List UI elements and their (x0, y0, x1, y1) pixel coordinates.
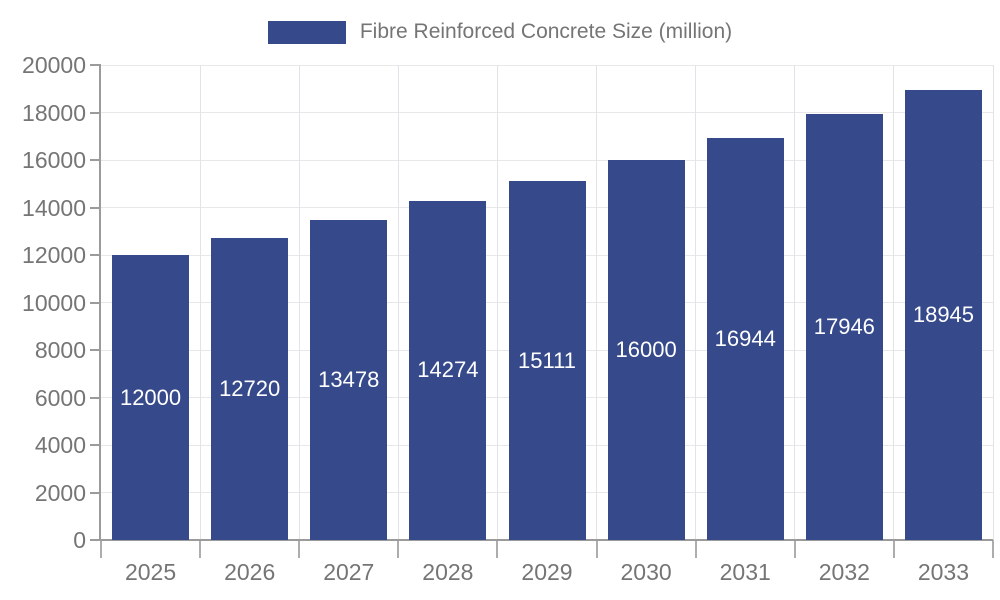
y-tick-label: 18000 (22, 99, 86, 126)
x-tick-label: 2032 (818, 559, 870, 585)
x-tick (298, 540, 301, 558)
y-tick-label: 0 (73, 527, 86, 553)
y-tick (90, 159, 101, 161)
y-tick-label: 14000 (22, 194, 86, 221)
y-tick (90, 491, 101, 494)
bar-value-label: 16944 (714, 325, 776, 351)
x-axis-line (99, 539, 993, 541)
x-tick (793, 540, 796, 558)
y-tick (90, 111, 101, 114)
y-tick (90, 254, 101, 256)
y-tick-label: 10000 (22, 289, 86, 316)
y-tick (90, 301, 101, 304)
bar-value-label: 13478 (318, 366, 380, 392)
y-tick-label: 8000 (34, 337, 86, 363)
y-tick (90, 396, 101, 399)
y-tick-label: 2000 (34, 479, 86, 506)
x-tick (100, 540, 102, 558)
x-tick (595, 540, 598, 558)
y-tick-label: 4000 (34, 432, 86, 458)
bar-value-label: 12720 (219, 375, 281, 401)
bar: 18945 (904, 90, 982, 540)
x-gridline (496, 65, 498, 540)
y-tick (90, 64, 101, 66)
x-tick-label: 2030 (620, 559, 672, 585)
bar: 16000 (607, 160, 685, 540)
x-tick (694, 540, 697, 558)
legend-item[interactable]: Fibre Reinforced Concrete Size (million) (0, 20, 1000, 44)
x-gridline (794, 65, 796, 540)
y-axis-line (99, 65, 101, 540)
x-tick-label: 2031 (719, 559, 771, 585)
y-tick (90, 206, 101, 209)
bar-value-label: 12000 (119, 384, 182, 410)
y-tick-label: 16000 (22, 147, 86, 173)
y-gridline (101, 112, 993, 113)
x-tick-label: 2029 (521, 559, 573, 585)
x-tick (397, 540, 400, 558)
x-gridline (298, 65, 300, 540)
x-gridline (596, 65, 598, 540)
y-gridline (101, 159, 993, 161)
bar-value-label: 16000 (615, 337, 677, 362)
legend-swatch (267, 20, 346, 44)
bar-value-label: 17946 (813, 313, 875, 339)
y-tick (90, 444, 101, 446)
bar-value-label: 15111 (518, 347, 576, 373)
y-tick-label: 6000 (34, 384, 86, 411)
x-tick (199, 540, 202, 558)
x-tick (892, 540, 895, 558)
bar-value-label: 14274 (417, 357, 479, 383)
bar: 15111 (508, 181, 586, 540)
bar: 12000 (112, 255, 190, 540)
legend-label: Fibre Reinforced Concrete Size (million) (359, 20, 733, 43)
x-gridline (199, 65, 201, 540)
x-gridline (893, 65, 895, 540)
y-tick-label: 20000 (22, 52, 86, 78)
x-tick-label: 2028 (422, 559, 474, 585)
x-gridline (695, 65, 697, 540)
y-gridline (101, 64, 993, 66)
x-tick (496, 540, 499, 558)
x-gridline (992, 65, 994, 540)
bar: 12720 (211, 237, 289, 540)
bar: 16944 (706, 137, 784, 540)
bar: 13478 (310, 219, 388, 540)
x-tick (992, 540, 994, 558)
y-tick (90, 349, 101, 351)
bar: 14274 (409, 200, 487, 540)
bar-value-label: 18945 (912, 302, 975, 328)
x-tick-label: 2026 (224, 559, 276, 585)
x-tick-label: 2033 (917, 559, 970, 585)
x-tick-label: 2027 (323, 559, 375, 585)
y-tick (90, 539, 101, 541)
x-gridline (397, 65, 399, 540)
x-tick-label: 2025 (124, 559, 177, 585)
y-tick-label: 12000 (22, 242, 86, 268)
bar: 17946 (805, 113, 883, 540)
